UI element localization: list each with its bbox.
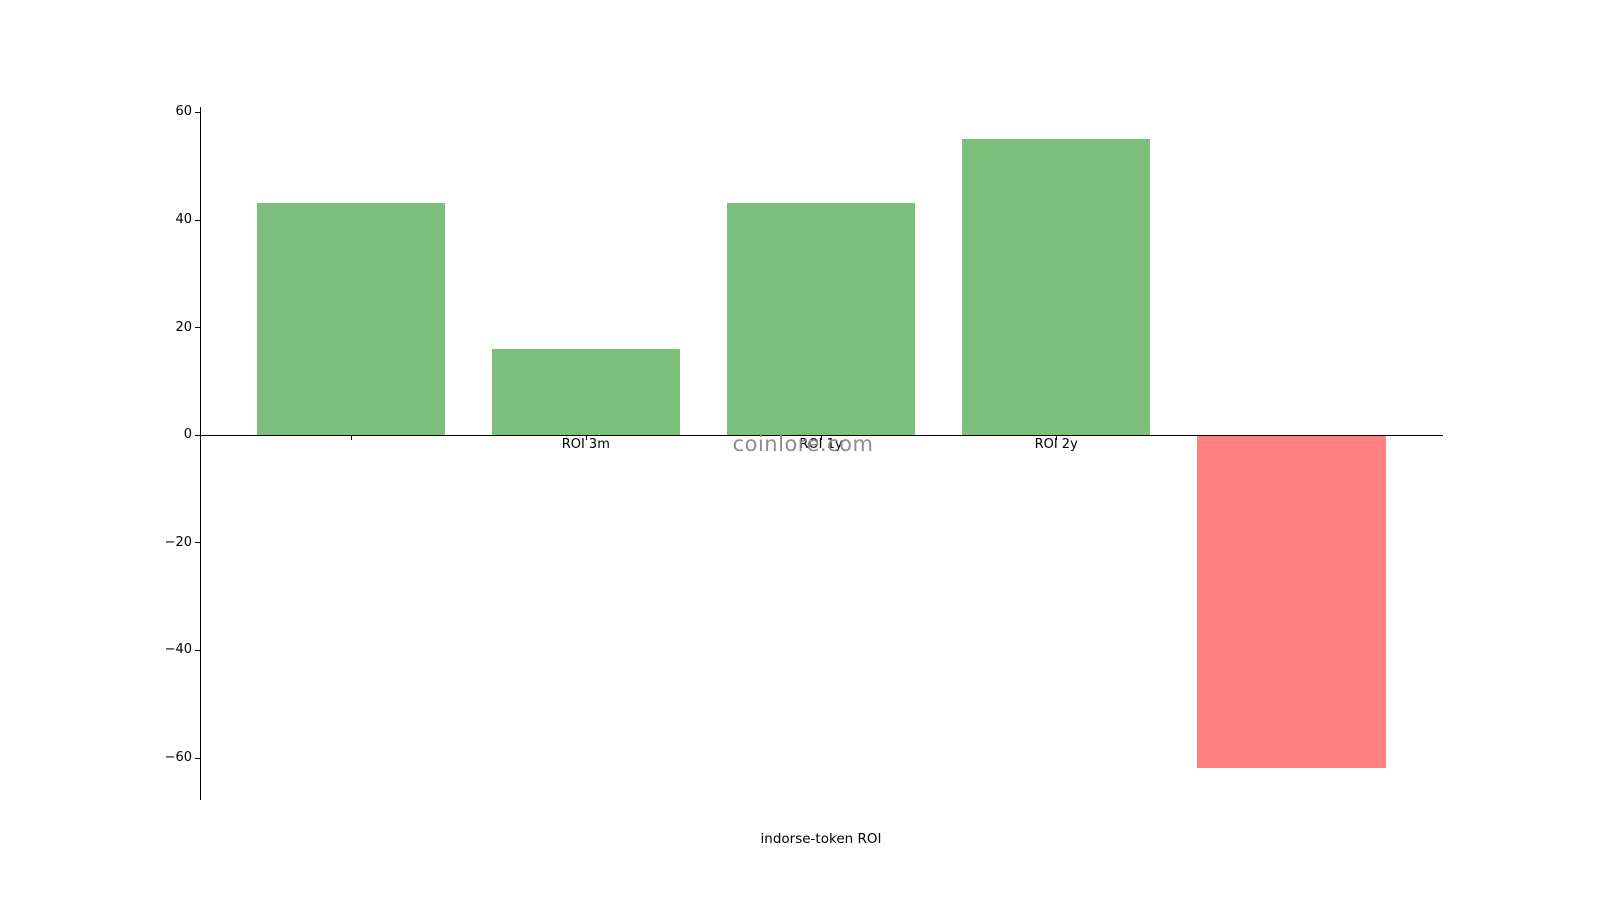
- x-tick-label: ROI 2y: [1034, 436, 1078, 452]
- bar: [962, 138, 1151, 435]
- x-tick-label: ROI 1y: [799, 436, 843, 452]
- watermark: coinlore.com: [732, 432, 874, 456]
- y-tick-label: 60: [175, 104, 192, 120]
- y-tick: [195, 327, 200, 329]
- bar: [1197, 434, 1386, 769]
- y-tick: [195, 111, 200, 113]
- x-tick: [821, 434, 822, 440]
- y-tick-label: −20: [164, 534, 192, 550]
- y-tick: [195, 434, 200, 436]
- y-tick-label: 0: [183, 427, 192, 443]
- y-tick: [195, 219, 200, 221]
- y-tick-label: 40: [175, 212, 192, 227]
- y-tick: [195, 542, 200, 544]
- y-axis-spine: [200, 107, 201, 800]
- y-tick-label: −40: [164, 642, 192, 658]
- x-axis-zero-line: [200, 434, 1443, 436]
- bar: [256, 203, 445, 435]
- x-tick: [350, 434, 352, 440]
- x-tick: [1056, 434, 1058, 440]
- x-tick: [585, 434, 587, 440]
- y-tick-label: −60: [164, 750, 192, 765]
- x-tick-label: ROI 3m: [561, 436, 610, 452]
- bar: [491, 348, 680, 435]
- y-tick: [195, 649, 200, 651]
- chart-title: indorse-token ROI: [760, 831, 882, 847]
- y-tick: [195, 757, 200, 759]
- y-tick-label: 20: [175, 319, 192, 335]
- bar: [726, 203, 916, 435]
